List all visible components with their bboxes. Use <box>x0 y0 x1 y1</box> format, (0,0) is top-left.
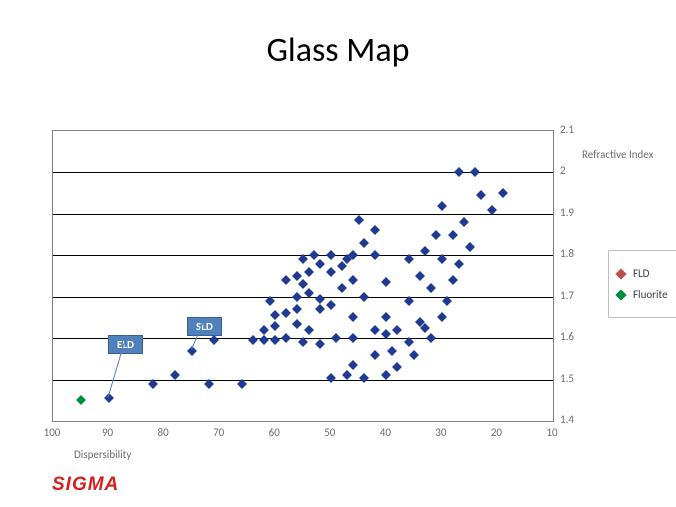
legend-label: FLD <box>633 267 649 280</box>
data-point <box>248 335 258 345</box>
data-point <box>370 325 380 335</box>
data-point <box>315 339 325 349</box>
data-point <box>454 259 464 269</box>
data-point <box>392 362 402 372</box>
data-point <box>392 325 402 335</box>
data-point <box>298 279 308 289</box>
x-tick: 90 <box>102 426 113 439</box>
data-point <box>326 267 336 277</box>
chart-area <box>52 130 554 422</box>
x-tick: 30 <box>435 426 446 439</box>
slide: { "title": {"text":"Glass Map","fontsize… <box>0 0 676 507</box>
data-point <box>359 373 369 383</box>
legend: FLD Fluorite <box>608 250 676 318</box>
data-point <box>359 292 369 302</box>
x-tick: 70 <box>213 426 224 439</box>
x-tick: 40 <box>380 426 391 439</box>
data-point <box>426 333 436 343</box>
data-point <box>359 238 369 248</box>
y-axis-label: Refractive Index <box>582 148 653 161</box>
data-point <box>292 304 302 314</box>
data-point <box>354 215 364 225</box>
gridline <box>53 297 553 298</box>
y-tick: 1.5 <box>560 372 574 385</box>
x-tick: 50 <box>324 426 335 439</box>
data-point <box>431 230 441 240</box>
data-point <box>476 190 486 200</box>
data-point <box>270 310 280 320</box>
data-point <box>326 300 336 310</box>
data-point <box>270 335 280 345</box>
data-point <box>465 242 475 252</box>
data-point <box>326 250 336 260</box>
data-point <box>498 188 508 198</box>
data-point <box>331 333 341 343</box>
data-point <box>259 325 269 335</box>
y-tick: 1.6 <box>560 330 574 343</box>
x-tick: 80 <box>158 426 169 439</box>
data-point <box>454 167 464 177</box>
y-tick: 1.8 <box>560 247 574 260</box>
data-point <box>420 323 430 333</box>
legend-marker <box>615 268 626 279</box>
legend-item: FLD <box>617 267 668 280</box>
data-point <box>326 373 336 383</box>
data-point <box>315 294 325 304</box>
data-point <box>76 395 86 405</box>
data-point <box>281 308 291 318</box>
data-point <box>415 271 425 281</box>
data-point <box>315 304 325 314</box>
data-point <box>409 350 419 360</box>
data-point <box>292 319 302 329</box>
data-point <box>304 325 314 335</box>
data-point <box>370 350 380 360</box>
logo: SIGMA <box>52 474 119 496</box>
data-point <box>448 230 458 240</box>
data-point <box>270 321 280 331</box>
data-point <box>459 217 469 227</box>
y-tick: 2.1 <box>560 123 574 136</box>
x-tick: 10 <box>546 426 557 439</box>
data-point <box>281 275 291 285</box>
page-title: Glass Map <box>0 30 676 71</box>
legend-marker <box>615 289 626 300</box>
data-point <box>426 283 436 293</box>
x-tick: 20 <box>491 426 502 439</box>
data-point <box>370 225 380 235</box>
data-point <box>309 250 319 260</box>
data-point <box>304 267 314 277</box>
x-tick: 100 <box>44 426 61 439</box>
data-point <box>348 275 358 285</box>
data-point <box>348 333 358 343</box>
data-point <box>281 333 291 343</box>
legend-label: Fluorite <box>633 288 668 301</box>
y-tick: 1.7 <box>560 289 574 302</box>
data-point <box>259 335 269 345</box>
y-tick: 1.9 <box>560 206 574 219</box>
data-point <box>448 275 458 285</box>
legend-item: Fluorite <box>617 288 668 301</box>
data-point <box>437 312 447 322</box>
data-point <box>381 277 391 287</box>
data-point <box>370 250 380 260</box>
data-point <box>315 259 325 269</box>
y-tick: 1.4 <box>560 413 574 426</box>
data-point <box>437 201 447 211</box>
data-point <box>292 292 302 302</box>
data-point <box>337 283 347 293</box>
data-point <box>348 360 358 370</box>
data-point <box>209 335 219 345</box>
gridline <box>53 214 553 215</box>
gridline <box>53 380 553 381</box>
data-point <box>387 346 397 356</box>
data-point <box>470 167 480 177</box>
y-tick: 2 <box>560 164 566 177</box>
data-point <box>381 312 391 322</box>
x-axis-label: Dispersibility <box>74 448 131 461</box>
data-point <box>348 312 358 322</box>
x-tick: 60 <box>269 426 280 439</box>
